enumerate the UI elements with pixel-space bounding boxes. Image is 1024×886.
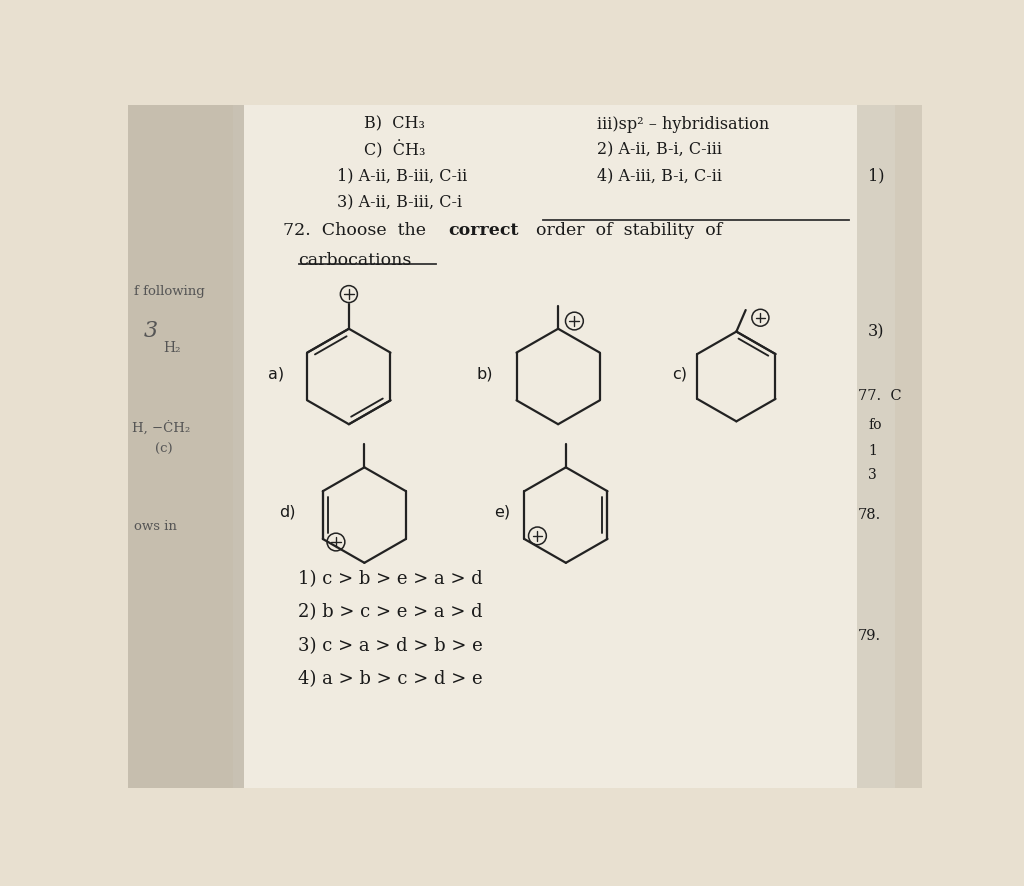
Text: 3): 3) [868, 323, 885, 340]
Text: 77.  C: 77. C [858, 389, 902, 402]
Text: 2) A-ii, B-i, C-iii: 2) A-ii, B-i, C-iii [597, 141, 722, 158]
Text: f following: f following [134, 284, 205, 298]
Text: 4) A-iii, B-i, C-ii: 4) A-iii, B-i, C-ii [597, 167, 722, 184]
Text: H, −ĊH₂: H, −ĊH₂ [132, 421, 190, 435]
Text: B)  CH₃: B) CH₃ [365, 115, 425, 133]
Text: H₂: H₂ [163, 341, 180, 355]
Bar [232, 106, 895, 789]
Bar [128, 106, 245, 789]
Text: a): a) [267, 366, 284, 381]
Text: 3: 3 [868, 467, 877, 481]
Text: e): e) [494, 504, 510, 519]
Text: 3) c > a > d > b > e: 3) c > a > d > b > e [299, 636, 483, 654]
Text: 1) c > b > e > a > d: 1) c > b > e > a > d [299, 570, 483, 587]
Text: (c): (c) [155, 442, 173, 455]
Text: d): d) [279, 504, 295, 519]
Text: carbocations: carbocations [299, 252, 412, 268]
Text: correct: correct [449, 222, 518, 238]
Text: 4) a > b > c > d > e: 4) a > b > c > d > e [299, 669, 483, 688]
Text: 78.: 78. [858, 508, 882, 522]
Text: 72.  Choose  the: 72. Choose the [283, 222, 437, 238]
Text: fo: fo [868, 418, 882, 431]
Text: 1): 1) [868, 167, 885, 184]
Text: ows in: ows in [134, 519, 177, 532]
Text: iii)sp² – hybridisation: iii)sp² – hybridisation [597, 115, 769, 133]
Text: 1) A-ii, B-iii, C-ii: 1) A-ii, B-iii, C-ii [337, 167, 468, 184]
Text: b): b) [476, 366, 493, 381]
Text: 1: 1 [868, 444, 877, 458]
Text: 79.: 79. [858, 628, 882, 642]
Text: C)  ĊH₃: C) ĊH₃ [365, 141, 426, 159]
Text: 3) A-ii, B-iii, C-i: 3) A-ii, B-iii, C-i [337, 194, 463, 211]
Text: order  of  stability  of: order of stability of [524, 222, 722, 238]
Bar [856, 106, 922, 789]
Text: 3: 3 [143, 319, 158, 341]
Text: c): c) [673, 366, 687, 381]
Text: 2) b > c > e > a > d: 2) b > c > e > a > d [299, 602, 483, 620]
